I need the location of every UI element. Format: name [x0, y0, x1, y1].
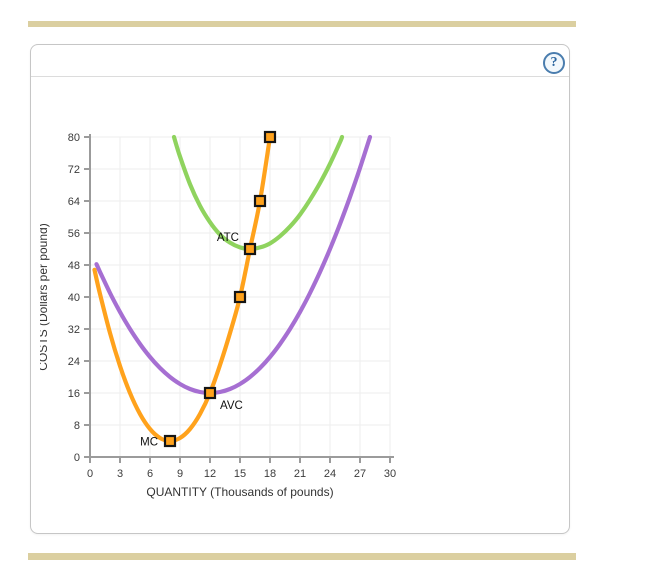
question-mark-icon: ? — [550, 55, 558, 70]
panel-body: 0 8 16 24 32 40 48 56 64 72 80 0 3 6 9 12 15 18 21 24 27 30 QU… — [31, 77, 569, 534]
y-axis-title: COSTS (Dollars per pound) — [40, 223, 50, 370]
mc-curve — [92, 134, 273, 444]
x-tick-label: 15 — [234, 468, 246, 480]
mc-point-marker[interactable] — [263, 130, 277, 144]
axes: 0 8 16 24 32 40 48 56 64 72 80 0 3 6 9 12 15 18 21 24 27 30 — [68, 132, 396, 480]
x-tick-label: 12 — [204, 468, 216, 480]
panel-header: ? — [31, 45, 569, 77]
mc-point-marker[interactable] — [203, 386, 217, 400]
y-tick-label: 16 — [68, 388, 80, 400]
bottom-accent-bar — [28, 553, 576, 560]
help-button[interactable]: ? — [543, 52, 565, 74]
mc-point-marker[interactable] — [243, 242, 257, 256]
y-tick-label: 40 — [68, 292, 80, 304]
question-panel: ? 0 8 16 24 32 40 48 56 64 72 80 0 3 6 9 12 15 18 21 24 27 30… — [30, 44, 570, 534]
y-tick-label: 8 — [74, 420, 80, 432]
avc-curve — [94, 134, 373, 396]
y-tick-label: 64 — [68, 196, 80, 208]
x-tick-label: 6 — [147, 468, 153, 480]
x-tick-label: 24 — [324, 468, 336, 480]
x-tick-label: 27 — [354, 468, 366, 480]
gridlines — [90, 136, 391, 457]
avc-curve-label: AVC — [220, 400, 243, 412]
y-tick-label: 24 — [68, 356, 80, 368]
mc-point-marker[interactable] — [253, 194, 267, 208]
x-tick-label: 30 — [384, 468, 396, 480]
x-tick-label: 21 — [294, 468, 306, 480]
mc-point-marker[interactable] — [233, 290, 247, 304]
y-tick-label: 32 — [68, 324, 80, 336]
y-tick-label: 80 — [68, 132, 80, 144]
top-accent-bar — [28, 21, 576, 27]
atc-curve — [171, 134, 345, 252]
x-tick-label: 0 — [87, 468, 93, 480]
x-tick-label: 3 — [117, 468, 123, 480]
y-tick-label: 72 — [68, 164, 80, 176]
x-tick-label: 9 — [177, 468, 183, 480]
y-tick-label: 0 — [74, 452, 80, 464]
cost-curves-chart: 0 8 16 24 32 40 48 56 64 72 80 0 3 6 9 12 15 18 21 24 27 30 QU… — [40, 130, 396, 499]
atc-curve-label: ATC — [217, 232, 239, 244]
mc-curve-label: MC — [140, 436, 158, 448]
x-tick-label: 18 — [264, 468, 276, 480]
mc-point-marker[interactable] — [163, 434, 177, 448]
x-axis-title: QUANTITY (Thousands of pounds) — [146, 485, 333, 499]
y-tick-label: 48 — [68, 260, 80, 272]
y-tick-label: 56 — [68, 228, 80, 240]
